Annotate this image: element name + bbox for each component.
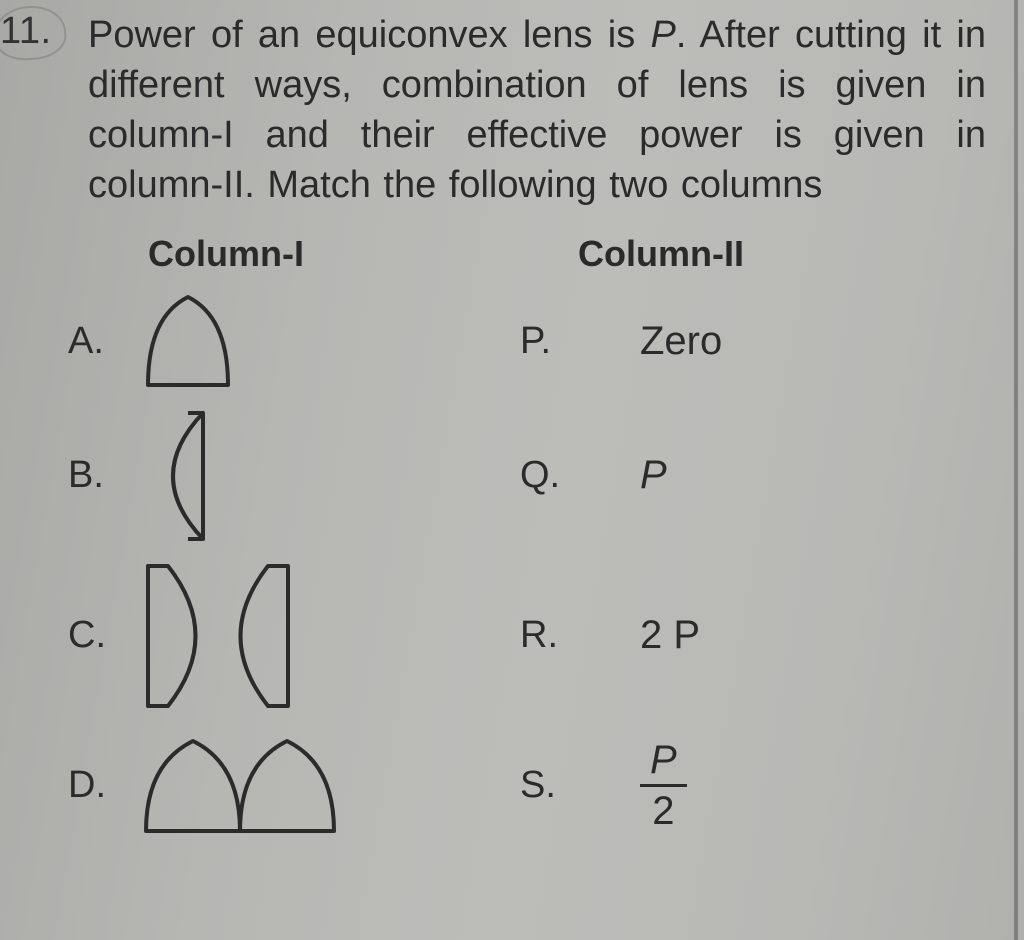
fraction-denominator: 2 xyxy=(640,787,687,831)
row-d-left-label: D. xyxy=(68,764,128,807)
question-text: Power of an equiconvex lens is P. After … xyxy=(88,10,986,211)
question-text-var-p: P xyxy=(650,14,675,56)
row-c: C. R. 2 P xyxy=(68,551,1006,721)
page-right-border xyxy=(1014,0,1018,940)
row-d-shape xyxy=(128,726,448,846)
column-1-header: Column-I xyxy=(148,233,578,275)
row-b-left-label: B. xyxy=(68,454,128,497)
row-c-right-label: R. xyxy=(448,614,640,657)
row-c-right-value-text: 2 P xyxy=(640,613,700,657)
row-a-right-label: P. xyxy=(448,320,640,363)
row-d: D. S. P 2 xyxy=(68,721,1006,851)
row-a-left-label: A. xyxy=(68,320,128,363)
row-c-left-label: C. xyxy=(68,614,128,657)
row-c-shape xyxy=(128,551,448,721)
question-number: 11. xyxy=(0,10,52,53)
row-d-right-label: S. xyxy=(448,764,640,807)
row-b-right-value: P xyxy=(640,453,667,498)
row-a: A. P. Zero xyxy=(68,283,1006,401)
row-a-right-value: Zero xyxy=(640,319,722,364)
page: 11. Power of an equiconvex lens is P. Af… xyxy=(0,0,1024,940)
columns-header: Column-I Column-II xyxy=(148,233,1006,275)
row-b-right-label: Q. xyxy=(448,454,640,497)
column-2-header: Column-II xyxy=(578,233,744,275)
row-a-shape xyxy=(128,287,448,397)
fraction-numerator: P xyxy=(640,740,687,787)
row-b-shape xyxy=(128,401,448,551)
fraction-p-over-2: P 2 xyxy=(640,740,687,831)
row-b: B. Q. P xyxy=(68,401,1006,551)
question-text-part-1: Power of an equiconvex lens is xyxy=(88,14,650,56)
match-rows: A. P. Zero B. xyxy=(8,283,1006,851)
row-d-right-value: P 2 xyxy=(640,740,687,831)
row-c-right-value: 2 P xyxy=(640,613,700,658)
